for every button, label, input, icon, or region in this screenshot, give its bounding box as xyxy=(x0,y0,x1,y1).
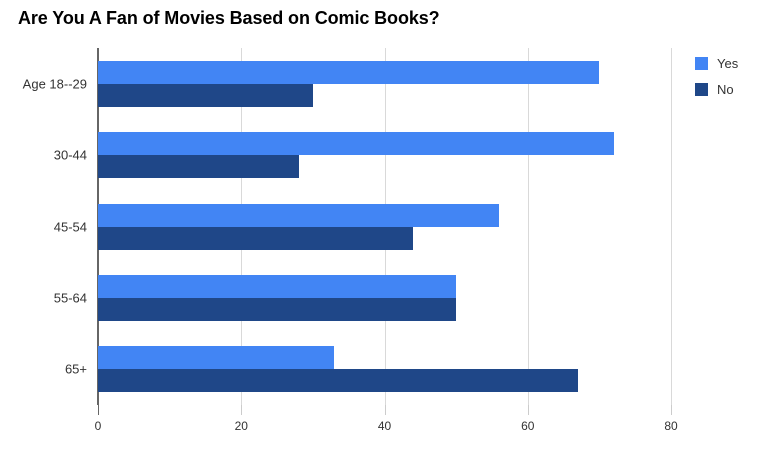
category-label: 45-54 xyxy=(53,219,87,234)
legend-swatch-yes xyxy=(695,56,708,70)
gridline xyxy=(527,48,529,405)
gridline xyxy=(671,48,672,405)
legend-label: No xyxy=(717,81,734,97)
bar-yes-0 xyxy=(98,60,600,84)
legend-item-yes[interactable]: Yes xyxy=(695,50,738,76)
bar-yes-2 xyxy=(98,203,500,227)
bar-no-3 xyxy=(98,297,457,321)
x-axis-tick xyxy=(527,405,529,415)
category-label: Age 18--29 xyxy=(22,76,87,92)
y-axis-line xyxy=(97,48,99,405)
legend-item-no[interactable]: No xyxy=(695,76,738,102)
legend-swatch-no xyxy=(695,82,708,96)
x-axis-tick-label: 80 xyxy=(664,419,678,433)
plot-area xyxy=(98,48,672,405)
x-axis-tick xyxy=(384,405,386,415)
x-axis-tick xyxy=(241,405,243,415)
bar-no-0 xyxy=(98,83,313,107)
bar-no-2 xyxy=(98,226,414,250)
bar-yes-3 xyxy=(98,274,457,298)
x-axis-tick-label: 20 xyxy=(234,419,248,433)
x-axis-tick-label: 60 xyxy=(521,419,535,433)
bar-yes-4 xyxy=(98,346,335,370)
x-axis-tick xyxy=(671,405,672,415)
x-axis-tick-label: 40 xyxy=(377,419,392,433)
chart-legend: Yes No xyxy=(695,50,738,102)
x-axis-tick-label: 0 xyxy=(94,419,102,433)
bar-no-4 xyxy=(98,369,578,393)
bar-no-1 xyxy=(98,155,299,179)
bar-yes-1 xyxy=(98,132,614,156)
chart-title: Are You A Fan of Movies Based on Comic B… xyxy=(18,8,440,28)
category-label: 55-64 xyxy=(53,290,87,306)
legend-label: Yes xyxy=(717,55,739,71)
category-label: 30-44 xyxy=(53,147,87,163)
category-label: 65+ xyxy=(64,361,87,377)
x-axis-tick xyxy=(98,405,99,415)
